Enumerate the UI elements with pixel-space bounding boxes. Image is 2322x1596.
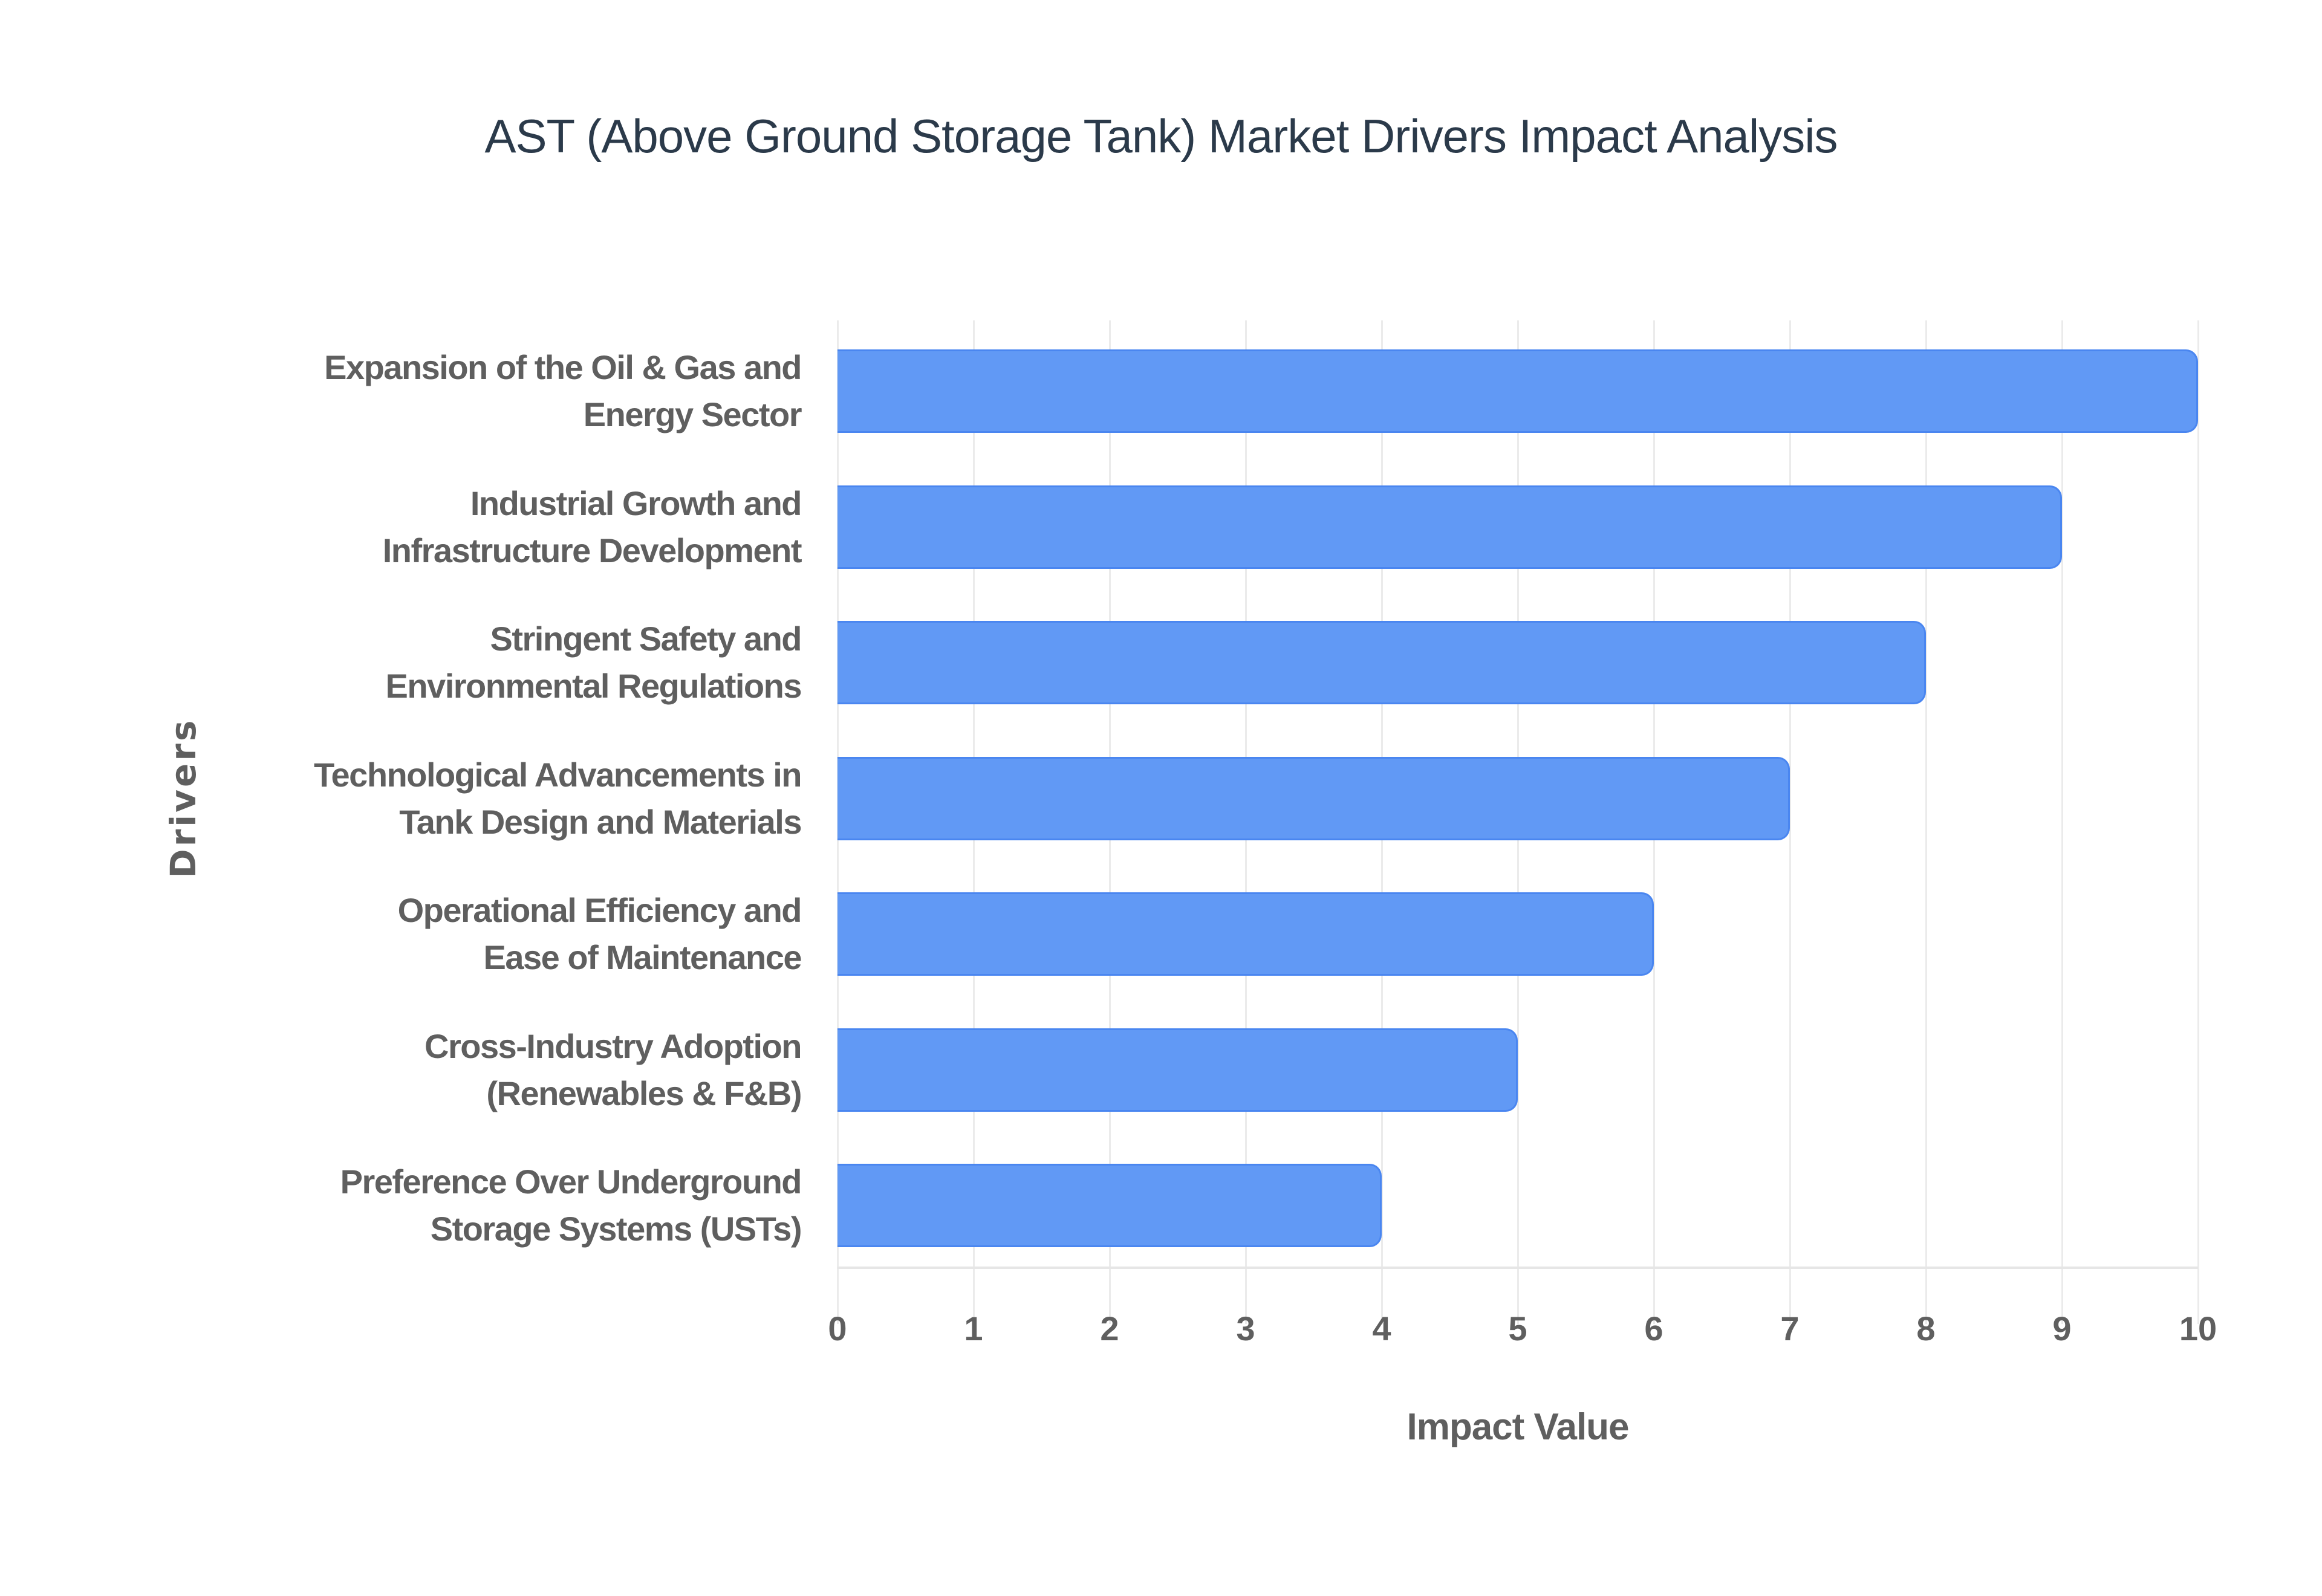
x-axis-line	[837, 1267, 2198, 1269]
bar[interactable]	[837, 485, 2062, 569]
y-tick-label-line: Tank Design and Materials	[399, 802, 802, 841]
bar[interactable]	[837, 621, 1926, 704]
x-tick-label: 7	[1780, 1309, 1800, 1348]
y-tick-label-line: (Renewables & F&B)	[486, 1074, 802, 1112]
y-tick-label: Technological Advancements in Tank Design…	[136, 751, 802, 846]
chart-title: AST (Above Ground Storage Tank) Market D…	[484, 109, 1838, 163]
x-tick-label: 10	[2179, 1309, 2217, 1348]
gridline	[2061, 320, 2063, 1324]
y-tick-label: Preference Over Underground Storage Syste…	[136, 1158, 802, 1253]
y-tick-label-line: Expansion of the Oil & Gas and	[324, 348, 802, 386]
bar[interactable]	[837, 1164, 1382, 1247]
gridline	[1789, 320, 1791, 1324]
y-tick-label-line: Environmental Regulations	[385, 667, 802, 705]
bar[interactable]	[837, 756, 1790, 840]
y-tick-label-line: Industrial Growth and	[470, 484, 802, 522]
y-tick-label-line: Infrastructure Development	[382, 531, 802, 569]
plot-area	[837, 320, 2199, 1324]
gridline	[1925, 320, 1927, 1324]
x-tick-label: 6	[1644, 1309, 1663, 1348]
x-tick-label: 8	[1916, 1309, 1936, 1348]
y-tick-label-line: Stringent Safety and	[490, 620, 802, 658]
y-tick-label-line: Preference Over Underground	[340, 1163, 802, 1201]
x-axis-title: Impact Value	[1407, 1406, 1629, 1448]
x-tick-label: 2	[1100, 1309, 1119, 1348]
bar[interactable]	[837, 349, 2198, 433]
y-tick-label: Industrial Growth and Infrastructure Deve…	[136, 480, 802, 574]
x-tick-label: 5	[1508, 1309, 1527, 1348]
y-tick-label-line: Technological Advancements in	[313, 755, 802, 794]
y-tick-label: Cross-Industry Adoption (Renewables & F&B…	[136, 1023, 802, 1117]
x-tick-label: 4	[1372, 1309, 1391, 1348]
x-tick-label: 0	[828, 1309, 847, 1348]
y-tick-label-line: Energy Sector	[583, 395, 802, 433]
y-tick-label: Expansion of the Oil & Gas and Energy Sec…	[136, 344, 802, 438]
y-tick-label-line: Ease of Maintenance	[483, 938, 802, 976]
y-tick-label: Operational Efficiency and Ease of Mainte…	[136, 887, 802, 981]
y-tick-label-line: Operational Efficiency and	[397, 891, 802, 929]
y-tick-label: Stringent Safety and Environmental Regula…	[136, 615, 802, 710]
x-tick-label: 3	[1236, 1309, 1255, 1348]
x-tick-label: 1	[964, 1309, 983, 1348]
gridline	[2197, 320, 2199, 1324]
bar[interactable]	[837, 892, 1654, 976]
x-tick-label: 9	[2052, 1309, 2072, 1348]
bar[interactable]	[837, 1028, 1518, 1112]
y-tick-label-line: Storage Systems (USTs)	[430, 1210, 802, 1248]
y-tick-label-line: Cross-Industry Adoption	[424, 1027, 802, 1065]
